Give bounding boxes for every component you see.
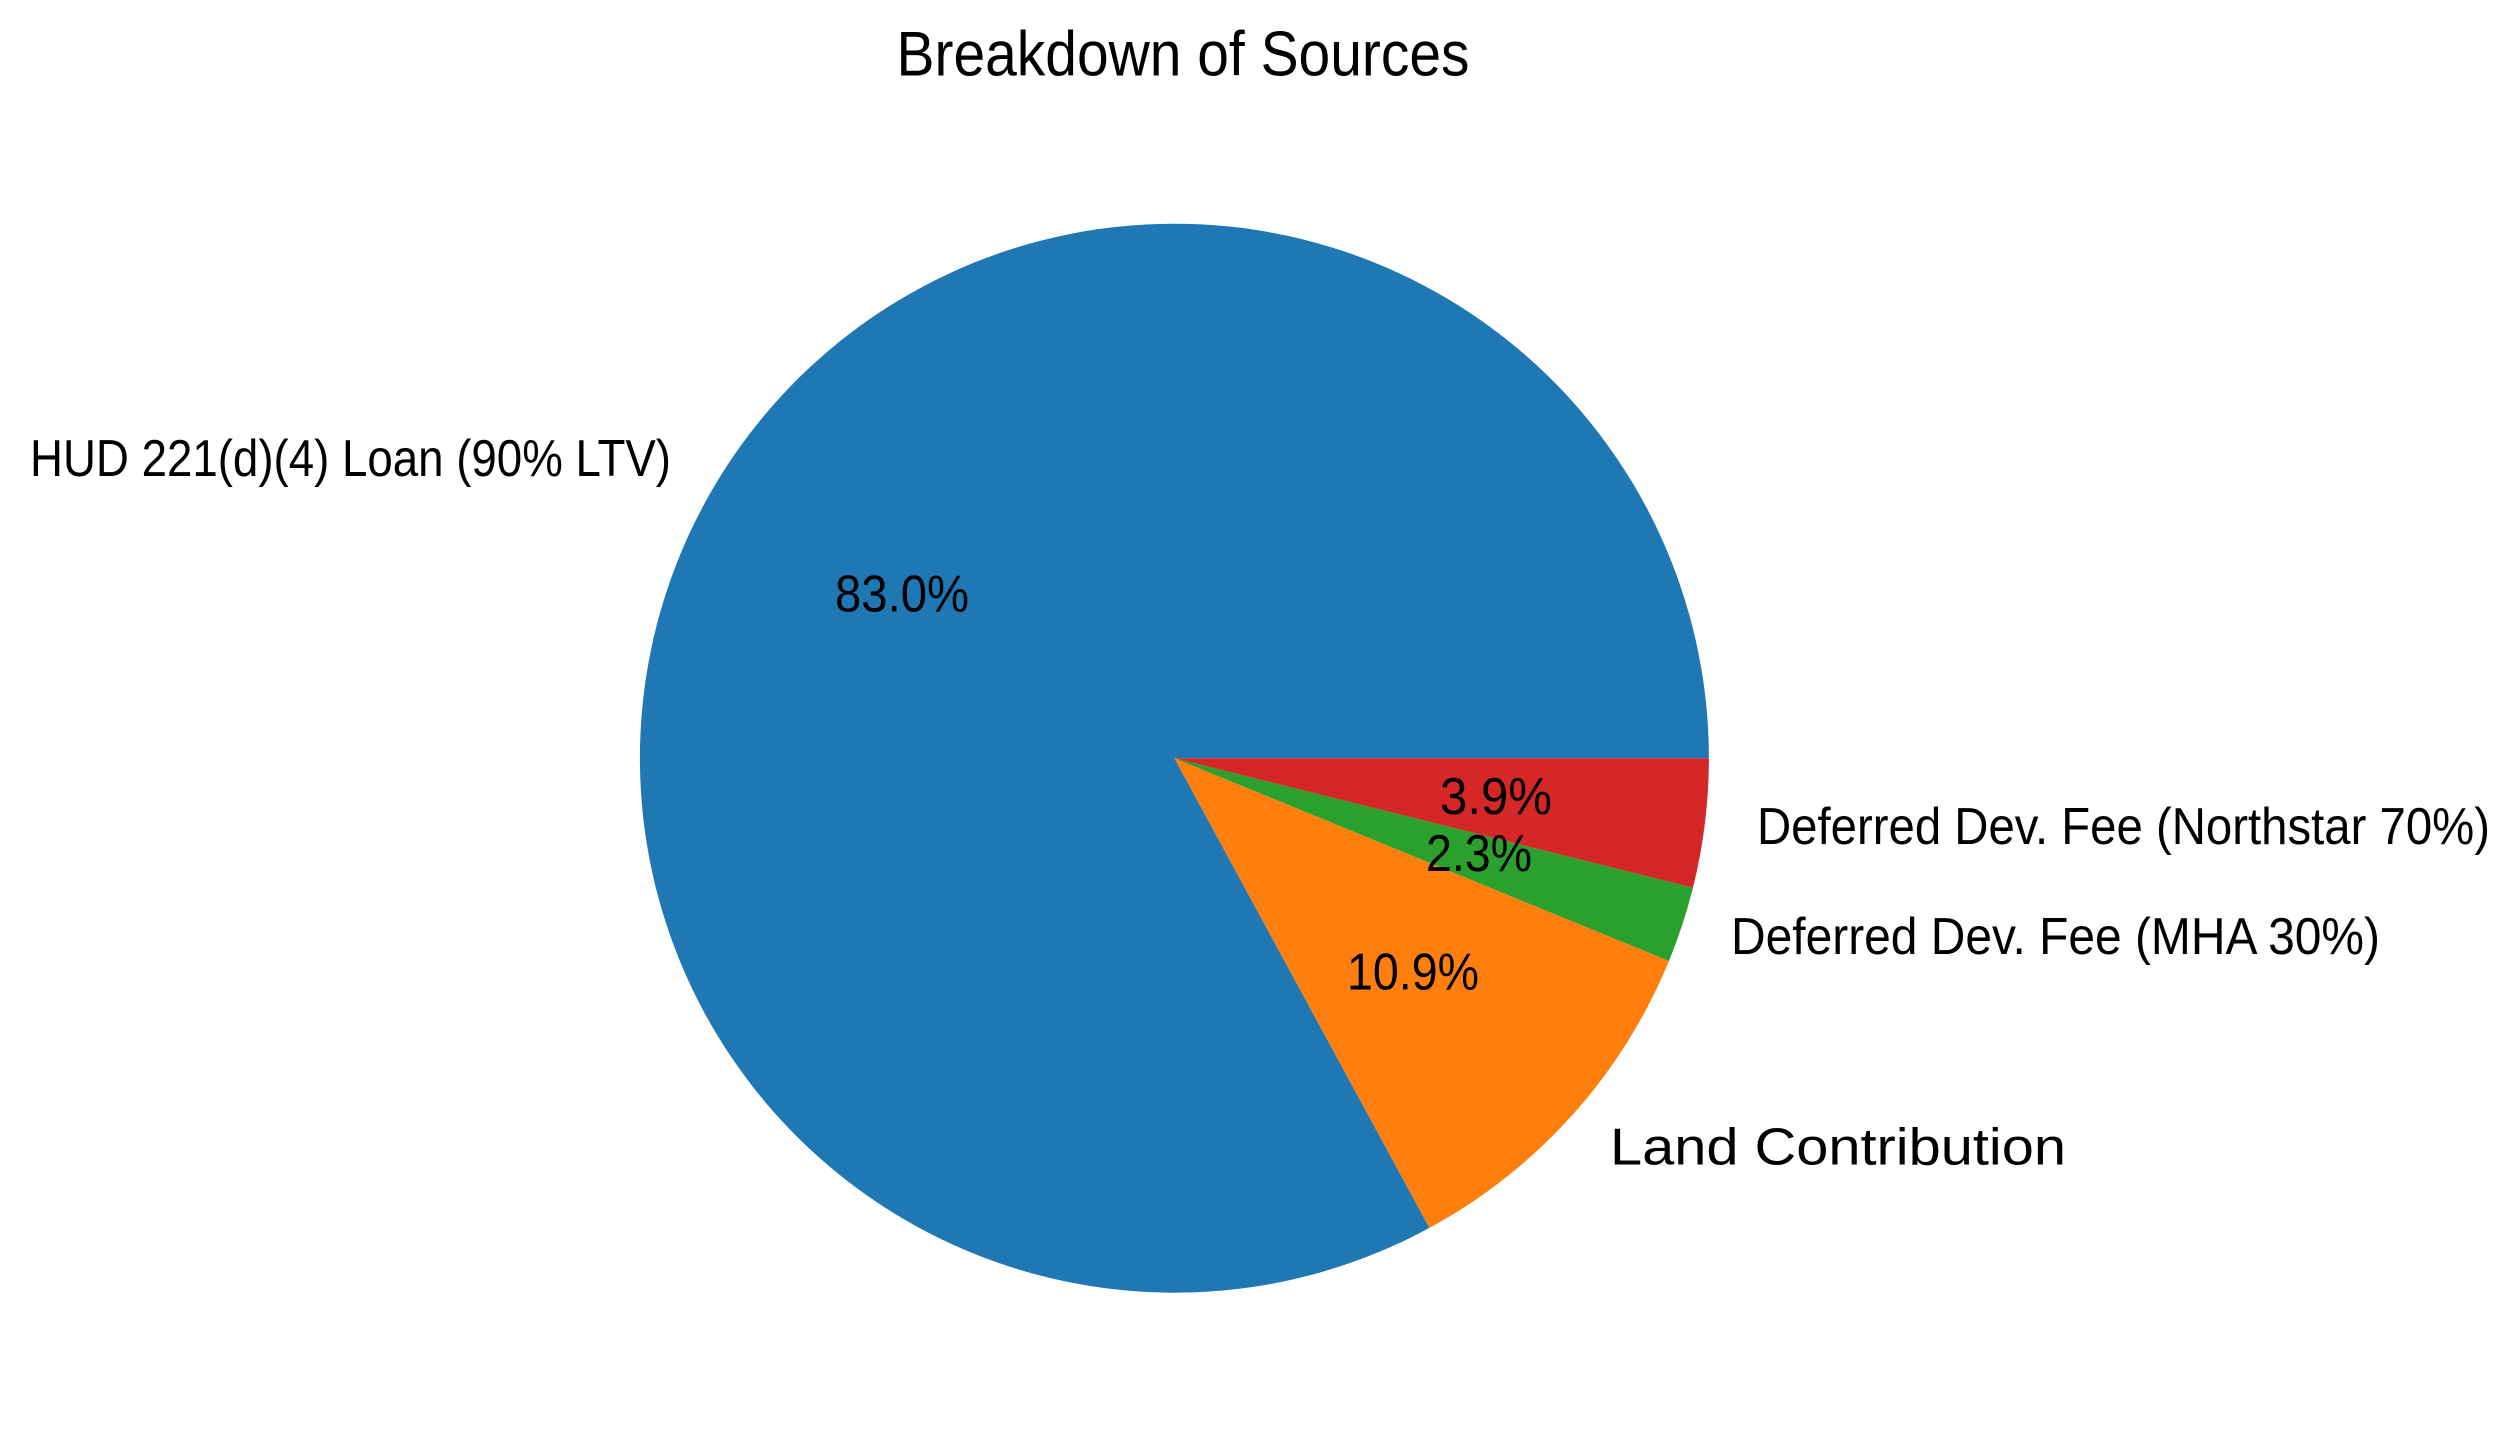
svg-text:Land Contribution: Land Contribution (1610, 1118, 2066, 1176)
svg-text:10.9%: 10.9% (1347, 943, 1479, 1001)
svg-text:2.3%: 2.3% (1426, 824, 1532, 882)
svg-text:Deferred Dev. Fee (MHA 30%): Deferred Dev. Fee (MHA 30%) (1731, 907, 2380, 965)
svg-text:3.9%: 3.9% (1440, 767, 1552, 825)
svg-text:Deferred Dev. Fee (Northstar 7: Deferred Dev. Fee (Northstar 70%) (1757, 797, 2490, 855)
svg-text:83.0%: 83.0% (835, 565, 969, 623)
svg-text:HUD 221(d)(4) Loan (90% LTV): HUD 221(d)(4) Loan (90% LTV) (30, 429, 671, 487)
svg-text:Breakdown of Sources: Breakdown of Sources (897, 19, 1470, 89)
